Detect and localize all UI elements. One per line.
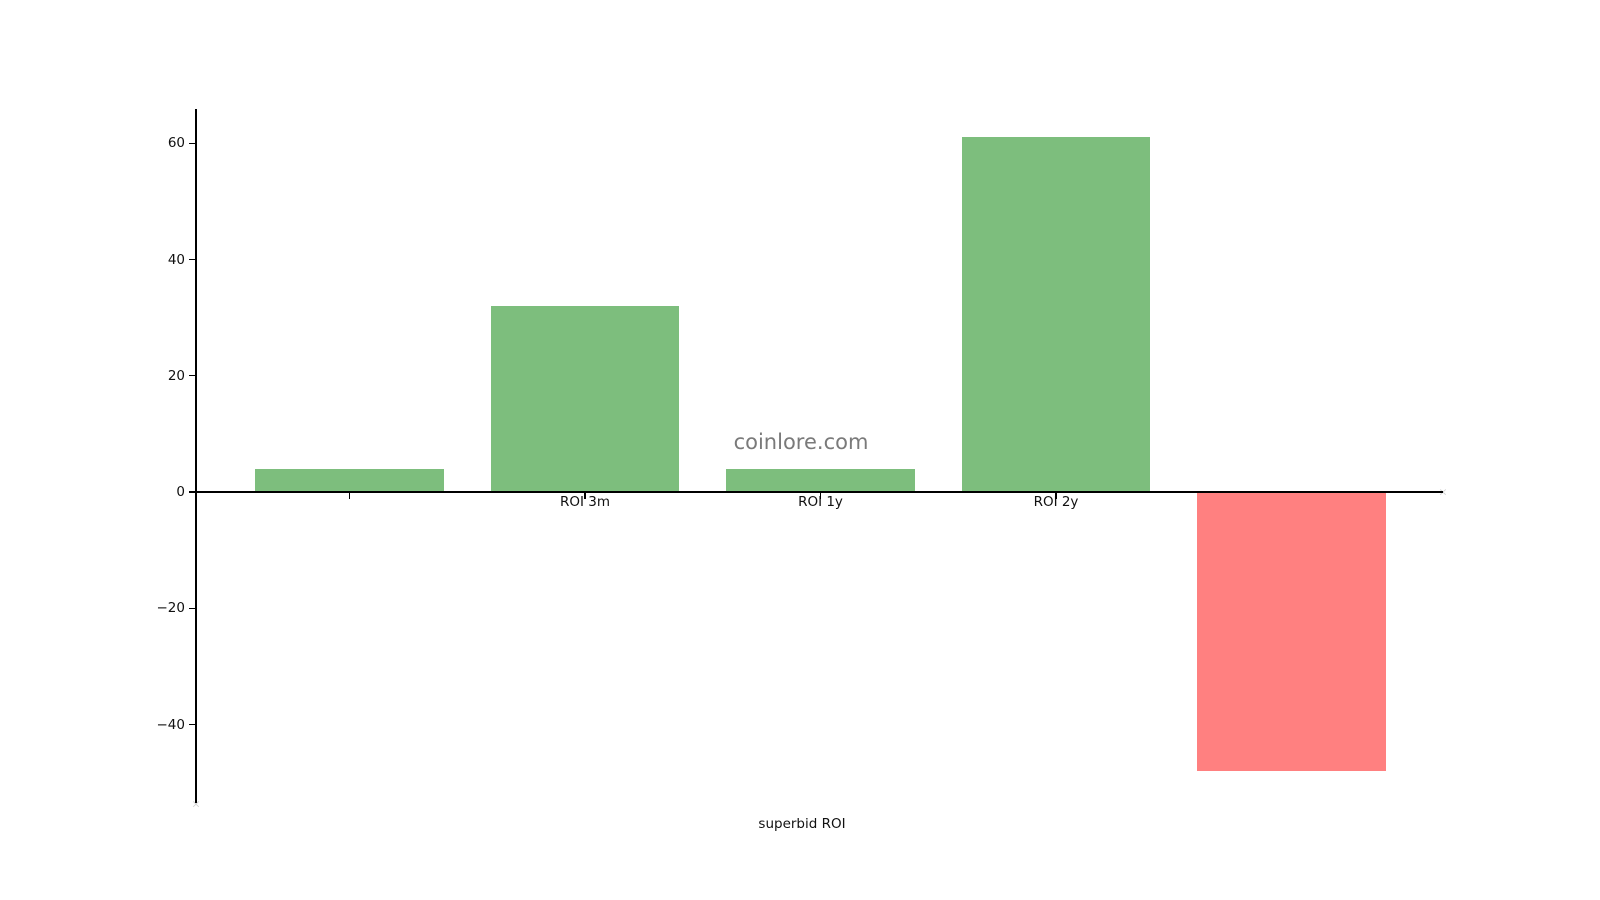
bar-category-5 [1197, 492, 1386, 771]
bar-roi-3m [490, 306, 680, 492]
y-tick-mark [189, 607, 196, 609]
bar-roi-1y [726, 468, 915, 492]
x-tick-label: ROI 1y [798, 494, 843, 510]
y-tick-label: 40 [167, 251, 185, 268]
chart-title: superbid ROI [758, 816, 846, 832]
y-tick-mark [189, 491, 196, 493]
x-axis-end-marker: × [1438, 485, 1448, 499]
y-axis-line [195, 109, 197, 803]
y-tick-mark [189, 723, 196, 726]
x-tick-mark [1055, 492, 1057, 499]
y-tick-mark [189, 142, 196, 144]
y-axis-end-marker: × [191, 797, 201, 811]
x-tick-label: ROI 3m [559, 494, 611, 510]
bar-category-1 [255, 468, 444, 492]
x-tick-mark [819, 492, 822, 499]
y-tick-label: 20 [167, 367, 185, 384]
x-axis-line [195, 491, 1443, 493]
y-tick-mark [189, 375, 196, 377]
y-tick-mark [189, 258, 196, 261]
x-tick-label: ROI 2y [1033, 494, 1079, 510]
y-tick-label: −40 [156, 716, 186, 733]
y-tick-label: 60 [167, 135, 185, 152]
watermark-text: coinlore.com [733, 430, 869, 454]
bar-roi-2y [961, 137, 1151, 492]
x-tick-mark [584, 492, 586, 499]
y-tick-label: −20 [156, 600, 186, 617]
x-tick-mark [348, 492, 351, 499]
y-tick-label: 0 [176, 484, 185, 500]
